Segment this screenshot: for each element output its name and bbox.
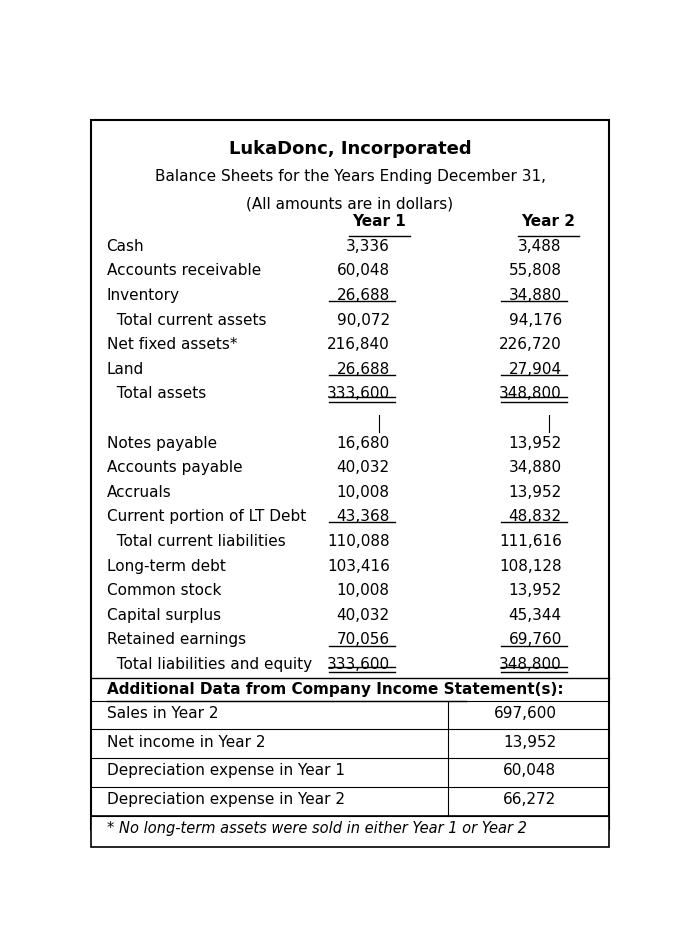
Text: 10,008: 10,008 <box>337 485 390 500</box>
Text: 103,416: 103,416 <box>327 558 390 573</box>
Text: 26,688: 26,688 <box>337 362 390 377</box>
Text: Additional Data from Company Income Statement(s):: Additional Data from Company Income Stat… <box>107 682 563 697</box>
Text: Inventory: Inventory <box>107 288 180 303</box>
Text: Common stock: Common stock <box>107 583 221 598</box>
Text: 26,688: 26,688 <box>337 288 390 303</box>
Text: Year 1: Year 1 <box>352 214 406 229</box>
Text: Depreciation expense in Year 1: Depreciation expense in Year 1 <box>107 763 344 778</box>
Text: Depreciation expense in Year 2: Depreciation expense in Year 2 <box>107 792 344 807</box>
Text: 40,032: 40,032 <box>337 608 390 623</box>
Text: Net fixed assets*: Net fixed assets* <box>107 337 237 352</box>
Text: 10,008: 10,008 <box>337 583 390 598</box>
Text: Total assets: Total assets <box>107 386 206 401</box>
Text: Total current assets: Total current assets <box>107 313 266 327</box>
Text: 16,680: 16,680 <box>337 435 390 450</box>
Text: LukaDonc, Incorporated: LukaDonc, Incorporated <box>229 140 471 158</box>
Text: Current portion of LT Debt: Current portion of LT Debt <box>107 509 306 525</box>
Text: 55,808: 55,808 <box>509 263 562 278</box>
Text: Accounts receivable: Accounts receivable <box>107 263 261 278</box>
Text: 27,904: 27,904 <box>509 362 562 377</box>
Text: 348,800: 348,800 <box>499 657 562 672</box>
Text: 13,952: 13,952 <box>503 734 557 749</box>
Text: 90,072: 90,072 <box>337 313 390 327</box>
Text: 333,600: 333,600 <box>326 386 390 401</box>
Text: Capital surplus: Capital surplus <box>107 608 221 623</box>
Text: 216,840: 216,840 <box>327 337 390 352</box>
Text: 70,056: 70,056 <box>337 633 390 648</box>
Text: 43,368: 43,368 <box>336 509 390 525</box>
Text: 226,720: 226,720 <box>499 337 562 352</box>
Text: 69,760: 69,760 <box>508 633 562 648</box>
Text: 3,488: 3,488 <box>518 239 562 254</box>
FancyBboxPatch shape <box>91 120 609 829</box>
Text: 111,616: 111,616 <box>499 534 562 549</box>
Text: (All amounts are in dollars): (All amounts are in dollars) <box>247 196 454 212</box>
Text: Accounts payable: Accounts payable <box>107 461 242 476</box>
Text: 34,880: 34,880 <box>509 288 562 303</box>
Text: Accruals: Accruals <box>107 485 171 500</box>
Text: Balance Sheets for the Years Ending December 31,: Balance Sheets for the Years Ending Dece… <box>154 169 546 184</box>
Text: Year 2: Year 2 <box>522 214 576 229</box>
Text: 66,272: 66,272 <box>503 792 557 807</box>
Text: Retained earnings: Retained earnings <box>107 633 246 648</box>
Text: Long-term debt: Long-term debt <box>107 558 225 573</box>
Text: * No long-term assets were sold in either Year 1 or Year 2: * No long-term assets were sold in eithe… <box>107 821 527 836</box>
Text: Total liabilities and equity: Total liabilities and equity <box>107 657 311 672</box>
Text: 60,048: 60,048 <box>337 263 390 278</box>
Text: Sales in Year 2: Sales in Year 2 <box>107 706 218 721</box>
Text: Total current liabilities: Total current liabilities <box>107 534 285 549</box>
Text: 94,176: 94,176 <box>509 313 562 327</box>
Text: 40,032: 40,032 <box>337 461 390 476</box>
FancyBboxPatch shape <box>91 816 609 847</box>
Text: 45,344: 45,344 <box>509 608 562 623</box>
Text: 60,048: 60,048 <box>503 763 557 778</box>
Text: 48,832: 48,832 <box>509 509 562 525</box>
Text: 697,600: 697,600 <box>494 706 557 721</box>
Text: 3,336: 3,336 <box>346 239 390 254</box>
Text: 13,952: 13,952 <box>509 435 562 450</box>
Text: Notes payable: Notes payable <box>107 435 217 450</box>
Text: 333,600: 333,600 <box>326 657 390 672</box>
Text: Cash: Cash <box>107 239 144 254</box>
Text: 34,880: 34,880 <box>509 461 562 476</box>
Text: Net income in Year 2: Net income in Year 2 <box>107 734 265 749</box>
Text: 348,800: 348,800 <box>499 386 562 401</box>
Text: 13,952: 13,952 <box>509 583 562 598</box>
Text: Land: Land <box>107 362 144 377</box>
Text: 110,088: 110,088 <box>327 534 390 549</box>
Text: 108,128: 108,128 <box>499 558 562 573</box>
Text: 13,952: 13,952 <box>509 485 562 500</box>
